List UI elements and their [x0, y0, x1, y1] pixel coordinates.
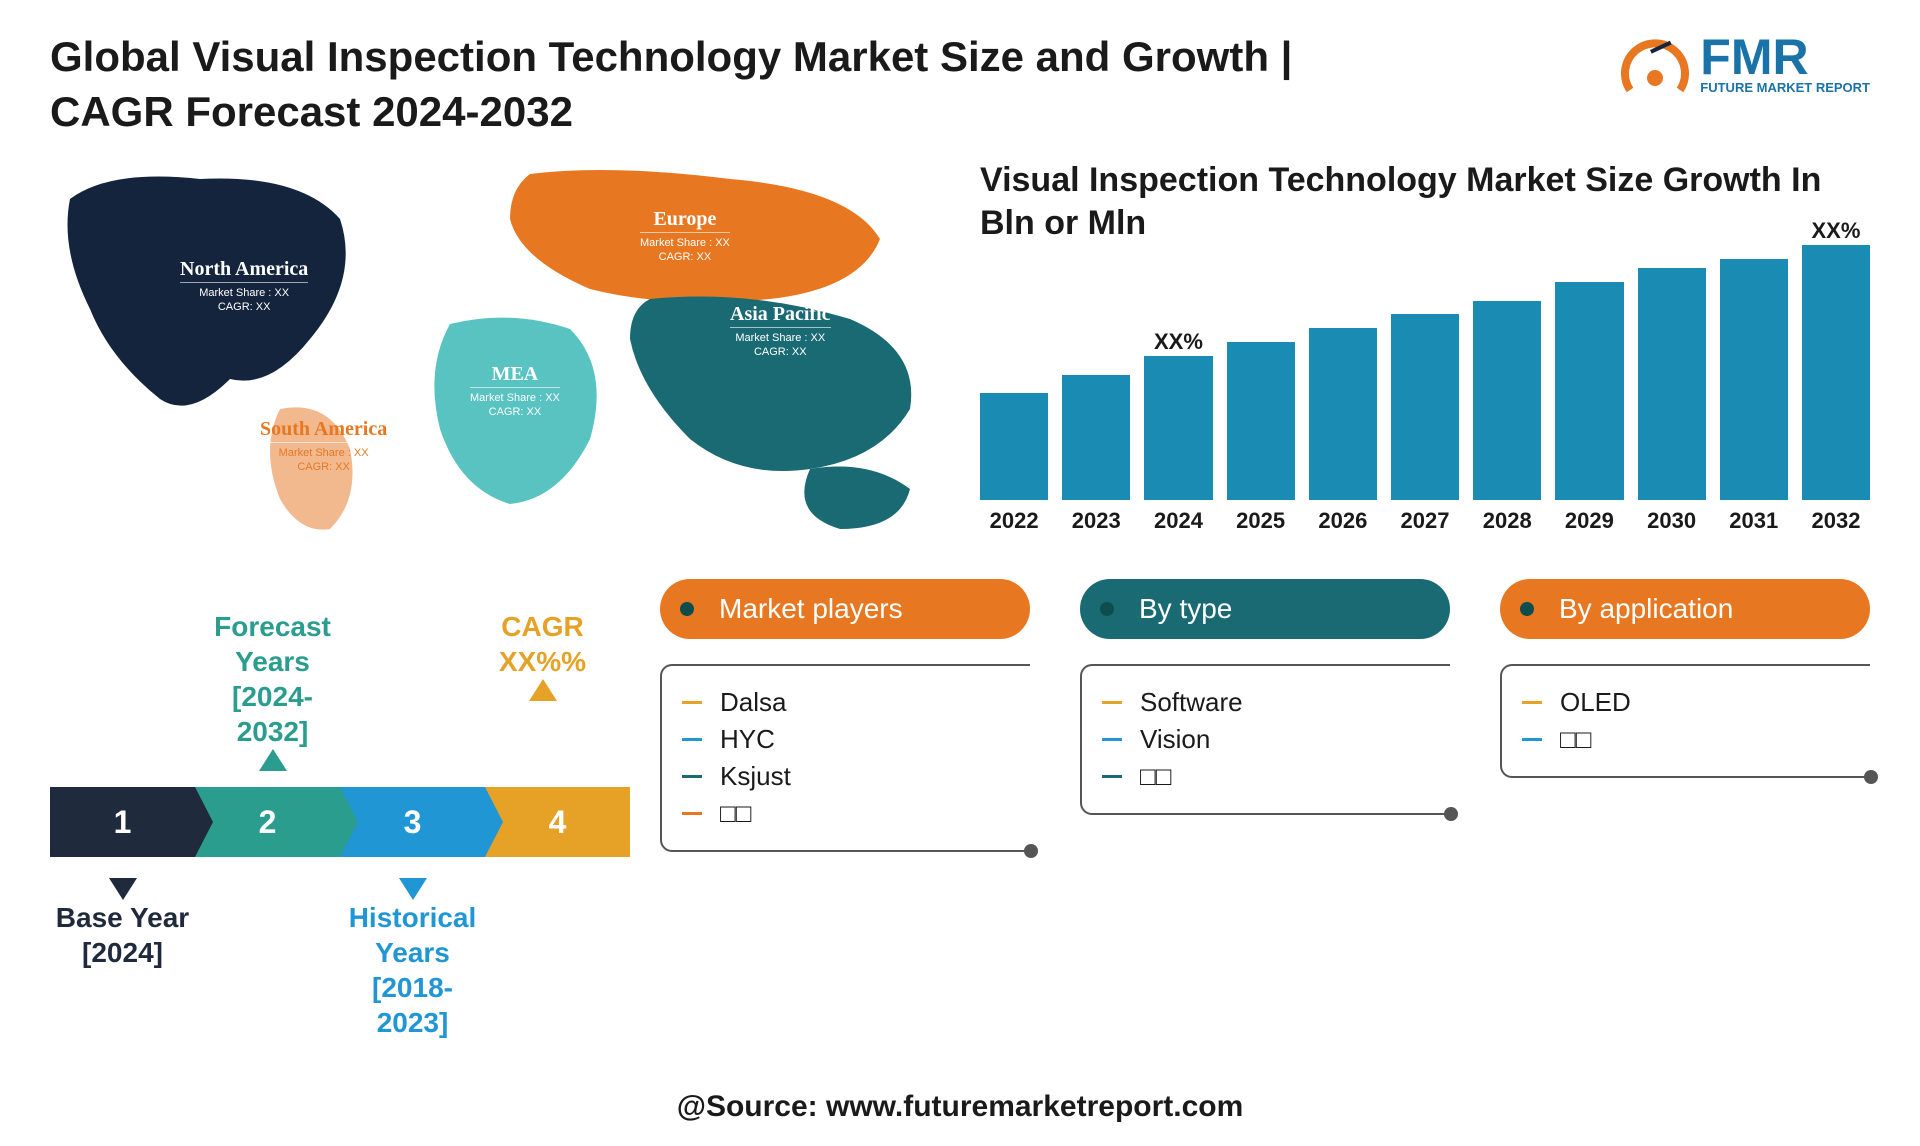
timeline: Forecast Years[2024-2032] CAGRXX%% 1234 B… — [50, 579, 630, 1040]
category-item: □□ — [1522, 724, 1870, 755]
bar-rect — [1309, 328, 1377, 500]
category-row: Market players Dalsa HYC Ksjust □□ By type Sof… — [660, 579, 1870, 852]
category-item: Dalsa — [682, 687, 1030, 718]
category-item: HYC — [682, 724, 1030, 755]
bar-2026: 2026 — [1309, 328, 1377, 534]
bar-2030: 2030 — [1638, 268, 1706, 534]
bar-year-label: 2029 — [1565, 508, 1614, 534]
category-item: OLED — [1522, 687, 1870, 718]
category-bracket: Software Vision □□ — [1080, 664, 1450, 815]
bar-2022: 2022 — [980, 393, 1048, 534]
region-south-america: South AmericaMarket Share : XXCAGR: XX — [260, 419, 387, 475]
chart-title: Visual Inspection Technology Market Size… — [980, 159, 1870, 244]
bar-rect — [1227, 342, 1295, 500]
bar-year-label: 2027 — [1401, 508, 1450, 534]
bar-2028: 2028 — [1473, 301, 1541, 535]
fmr-logo-icon — [1620, 30, 1690, 100]
bar-year-label: 2031 — [1729, 508, 1778, 534]
bar-annotation: XX% — [1154, 329, 1203, 355]
lower-row: Forecast Years[2024-2032] CAGRXX%% 1234 B… — [50, 579, 1870, 1040]
region-asia-pacific: Asia PacificMarket Share : XXCAGR: XX — [730, 304, 831, 360]
bar-chart: Visual Inspection Technology Market Size… — [980, 159, 1870, 539]
bar-2032: XX%2032 — [1802, 245, 1870, 534]
bar-2023: 2023 — [1062, 375, 1130, 534]
region-north-america: North AmericaMarket Share : XXCAGR: XX — [180, 259, 308, 315]
bar-rect — [1062, 375, 1130, 500]
category-by-type: By type Software Vision □□ — [1080, 579, 1450, 852]
category-bracket: Dalsa HYC Ksjust □□ — [660, 664, 1030, 852]
upper-row: North AmericaMarket Share : XXCAGR: XX So… — [50, 159, 1870, 539]
category-item: □□ — [682, 798, 1030, 829]
category-item: Software — [1102, 687, 1450, 718]
region-europe: EuropeMarket Share : XXCAGR: XX — [640, 209, 730, 265]
bar-year-label: 2022 — [990, 508, 1039, 534]
bar-year-label: 2026 — [1318, 508, 1367, 534]
category-market-players: Market players Dalsa HYC Ksjust □□ — [660, 579, 1030, 852]
category-item: □□ — [1102, 761, 1450, 792]
world-map: North AmericaMarket Share : XXCAGR: XX So… — [50, 159, 950, 539]
logo-text-wrap: FMR FUTURE MARKET REPORT — [1700, 35, 1870, 95]
source-credit: @Source: www.futuremarketreport.com — [50, 1090, 1870, 1124]
category-bracket: OLED □□ — [1500, 664, 1870, 778]
timeline-label-3: CAGRXX%% — [475, 609, 610, 679]
bar-year-label: 2024 — [1154, 508, 1203, 534]
header: Global Visual Inspection Technology Mark… — [50, 30, 1870, 139]
category-by-application: By application OLED □□ — [1500, 579, 1870, 852]
bar-rect — [1638, 268, 1706, 500]
bar-rect — [1555, 282, 1623, 500]
region-mea: MEAMarket Share : XXCAGR: XX — [470, 364, 560, 420]
bar-2029: 2029 — [1555, 282, 1623, 534]
bar-year-label: 2023 — [1072, 508, 1121, 534]
category-pill: Market players — [660, 579, 1030, 639]
category-item: Ksjust — [682, 761, 1030, 792]
timeline-seg-2: 2 — [195, 787, 340, 857]
bar-year-label: 2032 — [1811, 508, 1860, 534]
bars-container: 20222023XX%20242025202620272028202920302… — [980, 254, 1870, 534]
timeline-label-1: Forecast Years[2024-2032] — [205, 609, 340, 749]
timeline-label-0: Base Year[2024] — [50, 900, 195, 970]
logo-subtitle: FUTURE MARKET REPORT — [1700, 80, 1870, 95]
bar-year-label: 2028 — [1483, 508, 1532, 534]
bar-rect — [1802, 245, 1870, 500]
category-item: Vision — [1102, 724, 1450, 755]
timeline-seg-4: 4 — [485, 787, 630, 857]
logo-text: FMR — [1700, 35, 1870, 80]
timeline-seg-3: 3 — [340, 787, 485, 857]
bar-year-label: 2030 — [1647, 508, 1696, 534]
bar-2025: 2025 — [1227, 342, 1295, 534]
logo: FMR FUTURE MARKET REPORT — [1620, 30, 1870, 100]
category-pill: By type — [1080, 579, 1450, 639]
category-pill: By application — [1500, 579, 1870, 639]
timeline-label-2: Historical Years[2018-2023] — [340, 900, 485, 1040]
page-title: Global Visual Inspection Technology Mark… — [50, 30, 1350, 139]
bar-2031: 2031 — [1720, 259, 1788, 534]
bar-rect — [980, 393, 1048, 500]
bar-2024: XX%2024 — [1144, 356, 1212, 534]
bar-annotation: XX% — [1812, 218, 1861, 244]
bar-2027: 2027 — [1391, 314, 1459, 534]
bar-rect — [1720, 259, 1788, 500]
timeline-seg-1: 1 — [50, 787, 195, 857]
bar-rect — [1473, 301, 1541, 501]
bar-year-label: 2025 — [1236, 508, 1285, 534]
bar-rect — [1391, 314, 1459, 500]
bar-rect — [1144, 356, 1212, 500]
